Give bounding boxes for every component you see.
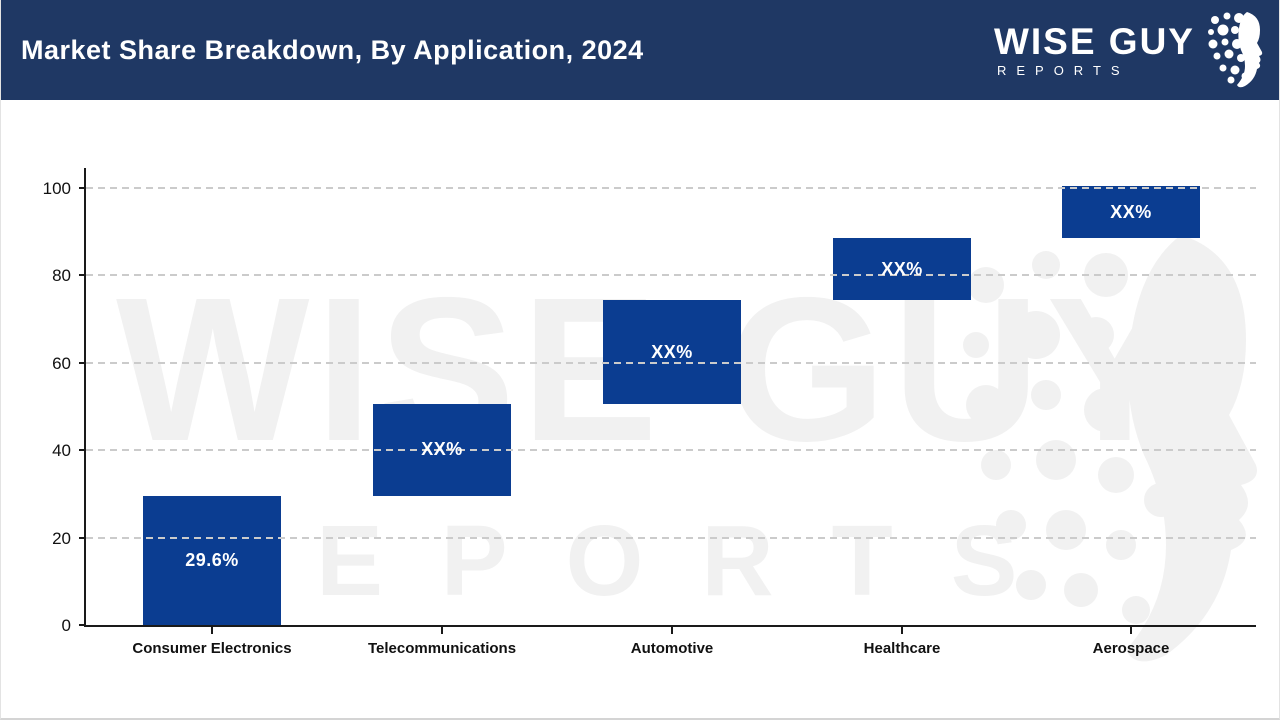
y-tick-label-100: 100 (42, 178, 71, 198)
x-axis-line (84, 625, 1256, 627)
y-tick-40 (79, 449, 86, 451)
brand-name: WISE GUY (993, 20, 1195, 62)
y-tick-label-0: 0 (61, 616, 71, 635)
x-label-consumer-electronics: Consumer Electronics (132, 640, 292, 657)
gridline-100 (86, 186, 1256, 189)
x-tick-telecommunications (441, 627, 443, 634)
gridline-60 (86, 361, 1256, 364)
brand-logo-text: WISE GUY REPORTS (994, 23, 1195, 78)
gridline-20 (86, 536, 1256, 539)
bar-healthcare (833, 238, 971, 301)
y-tick-0 (79, 624, 86, 626)
x-label-telecommunications: Telecommunications (367, 640, 517, 657)
bar-aerospace (1062, 185, 1200, 239)
brand-head-icon (1208, 12, 1263, 88)
chart-area: WISE GUY REPORTS 0 20 40 60 80 100 29.6% Consum… (1, 100, 1279, 718)
y-tick-20 (79, 536, 86, 539)
brand-logo: WISE GUY REPORTS (994, 10, 1263, 90)
header-bar: Market Share Breakdown, By Application, … (1, 0, 1279, 100)
y-tick-60 (79, 361, 86, 364)
y-tick-label-80: 80 (52, 266, 71, 285)
brand-subname: REPORTS (996, 62, 1130, 78)
y-tick-label-60: 60 (52, 353, 71, 373)
bar-consumer-electronics (143, 495, 281, 625)
bar-label-telecommunications: XX% (421, 439, 463, 460)
y-tick-label-40: 40 (52, 441, 71, 460)
x-label-healthcare: Healthcare (863, 640, 941, 657)
y-tick-label-20: 20 (52, 528, 71, 548)
bar-label-aerospace: XX% (1110, 201, 1152, 222)
x-tick-aerospace (1130, 627, 1132, 634)
bar-label-consumer-electronics: 29.6% (185, 549, 239, 570)
waterfall-chart: 0 20 40 60 80 100 29.6% Consumer Electronics XX%… (1, 100, 1279, 718)
x-tick-healthcare (901, 627, 903, 634)
bar-label-healthcare: XX% (881, 258, 923, 279)
x-label-automotive: Automotive (630, 640, 714, 657)
page-title: Market Share Breakdown, By Application, … (21, 34, 644, 65)
gridline-80 (86, 274, 1256, 276)
y-tick-100 (79, 186, 86, 189)
x-tick-automotive (671, 627, 673, 634)
x-tick-consumer-electronics (211, 627, 213, 634)
gridline-40 (86, 449, 1256, 451)
bar-automotive (603, 300, 741, 404)
y-axis-line (84, 168, 86, 627)
y-tick-80 (79, 274, 86, 276)
x-label-aerospace: Aerospace (1092, 640, 1170, 657)
bar-label-automotive: XX% (651, 341, 693, 362)
